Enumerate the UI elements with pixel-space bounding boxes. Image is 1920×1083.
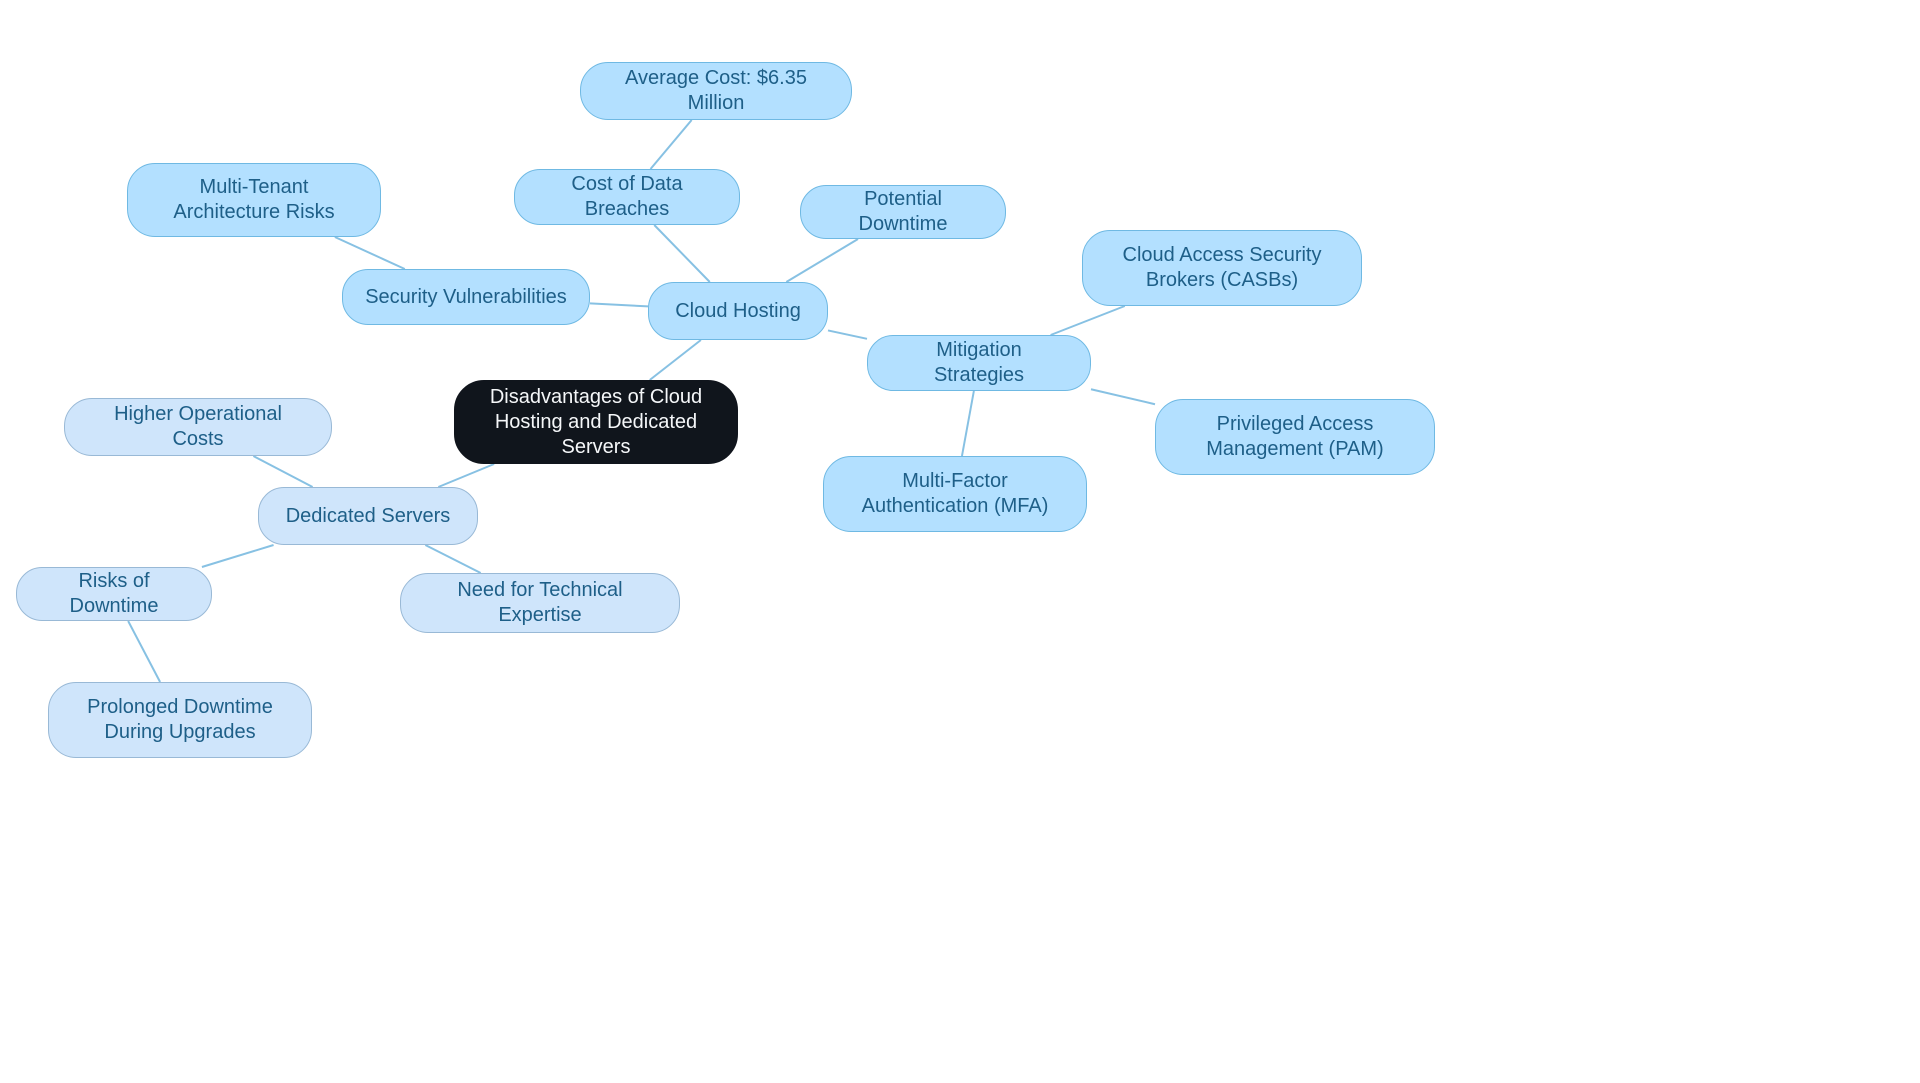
edge-mitigation-mfa: [962, 391, 974, 456]
edge-root-dedicated: [438, 464, 494, 487]
edge-costbreach-avgcost: [651, 120, 692, 169]
edge-mitigation-casb: [1051, 306, 1125, 335]
node-costbreach: Cost of Data Breaches: [514, 169, 740, 225]
node-prolonged: Prolonged Downtime During Upgrades: [48, 682, 312, 758]
edge-cloud-secvuln: [590, 303, 648, 306]
node-expertise: Need for Technical Expertise: [400, 573, 680, 633]
node-label: Cloud Access Security Brokers (CASBs): [1105, 243, 1339, 293]
node-label: Cost of Data Breaches: [537, 172, 717, 222]
node-opcost: Higher Operational Costs: [64, 398, 332, 456]
node-dedicated: Dedicated Servers: [258, 487, 478, 545]
node-label: Risks of Downtime: [39, 569, 189, 619]
edge-root-cloud: [650, 340, 701, 380]
node-avgcost: Average Cost: $6.35 Million: [580, 62, 852, 120]
node-secvuln: Security Vulnerabilities: [342, 269, 590, 325]
node-label: Privileged Access Management (PAM): [1178, 412, 1412, 462]
edge-cloud-costbreach: [654, 225, 710, 282]
node-cloud: Cloud Hosting: [648, 282, 828, 340]
node-label: Average Cost: $6.35 Million: [603, 66, 829, 116]
node-downtime_ded: Risks of Downtime: [16, 567, 212, 621]
node-label: Disadvantages of Cloud Hosting and Dedic…: [477, 385, 715, 460]
node-mfa: Multi-Factor Authentication (MFA): [823, 456, 1087, 532]
node-label: Need for Technical Expertise: [423, 578, 657, 628]
edge-secvuln-multitenant: [335, 237, 405, 269]
node-pam: Privileged Access Management (PAM): [1155, 399, 1435, 475]
edge-cloud-downtime_cloud: [786, 239, 858, 282]
node-root: Disadvantages of Cloud Hosting and Dedic…: [454, 380, 738, 464]
edge-cloud-mitigation: [828, 330, 867, 338]
edge-downtime_ded-prolonged: [128, 621, 160, 682]
node-label: Prolonged Downtime During Upgrades: [71, 695, 289, 745]
edge-mitigation-pam: [1091, 389, 1155, 404]
node-mitigation: Mitigation Strategies: [867, 335, 1091, 391]
node-label: Multi-Tenant Architecture Risks: [150, 175, 358, 225]
edge-dedicated-opcost: [253, 456, 312, 487]
node-label: Higher Operational Costs: [87, 402, 309, 452]
node-label: Multi-Factor Authentication (MFA): [846, 469, 1064, 519]
node-label: Dedicated Servers: [286, 504, 451, 529]
node-multitenant: Multi-Tenant Architecture Risks: [127, 163, 381, 237]
node-downtime_cloud: Potential Downtime: [800, 185, 1006, 239]
node-label: Potential Downtime: [823, 187, 983, 237]
edge-dedicated-downtime_ded: [202, 545, 274, 567]
node-label: Cloud Hosting: [675, 299, 801, 324]
edge-dedicated-expertise: [425, 545, 480, 573]
node-casb: Cloud Access Security Brokers (CASBs): [1082, 230, 1362, 306]
node-label: Mitigation Strategies: [890, 338, 1068, 388]
node-label: Security Vulnerabilities: [365, 285, 567, 310]
